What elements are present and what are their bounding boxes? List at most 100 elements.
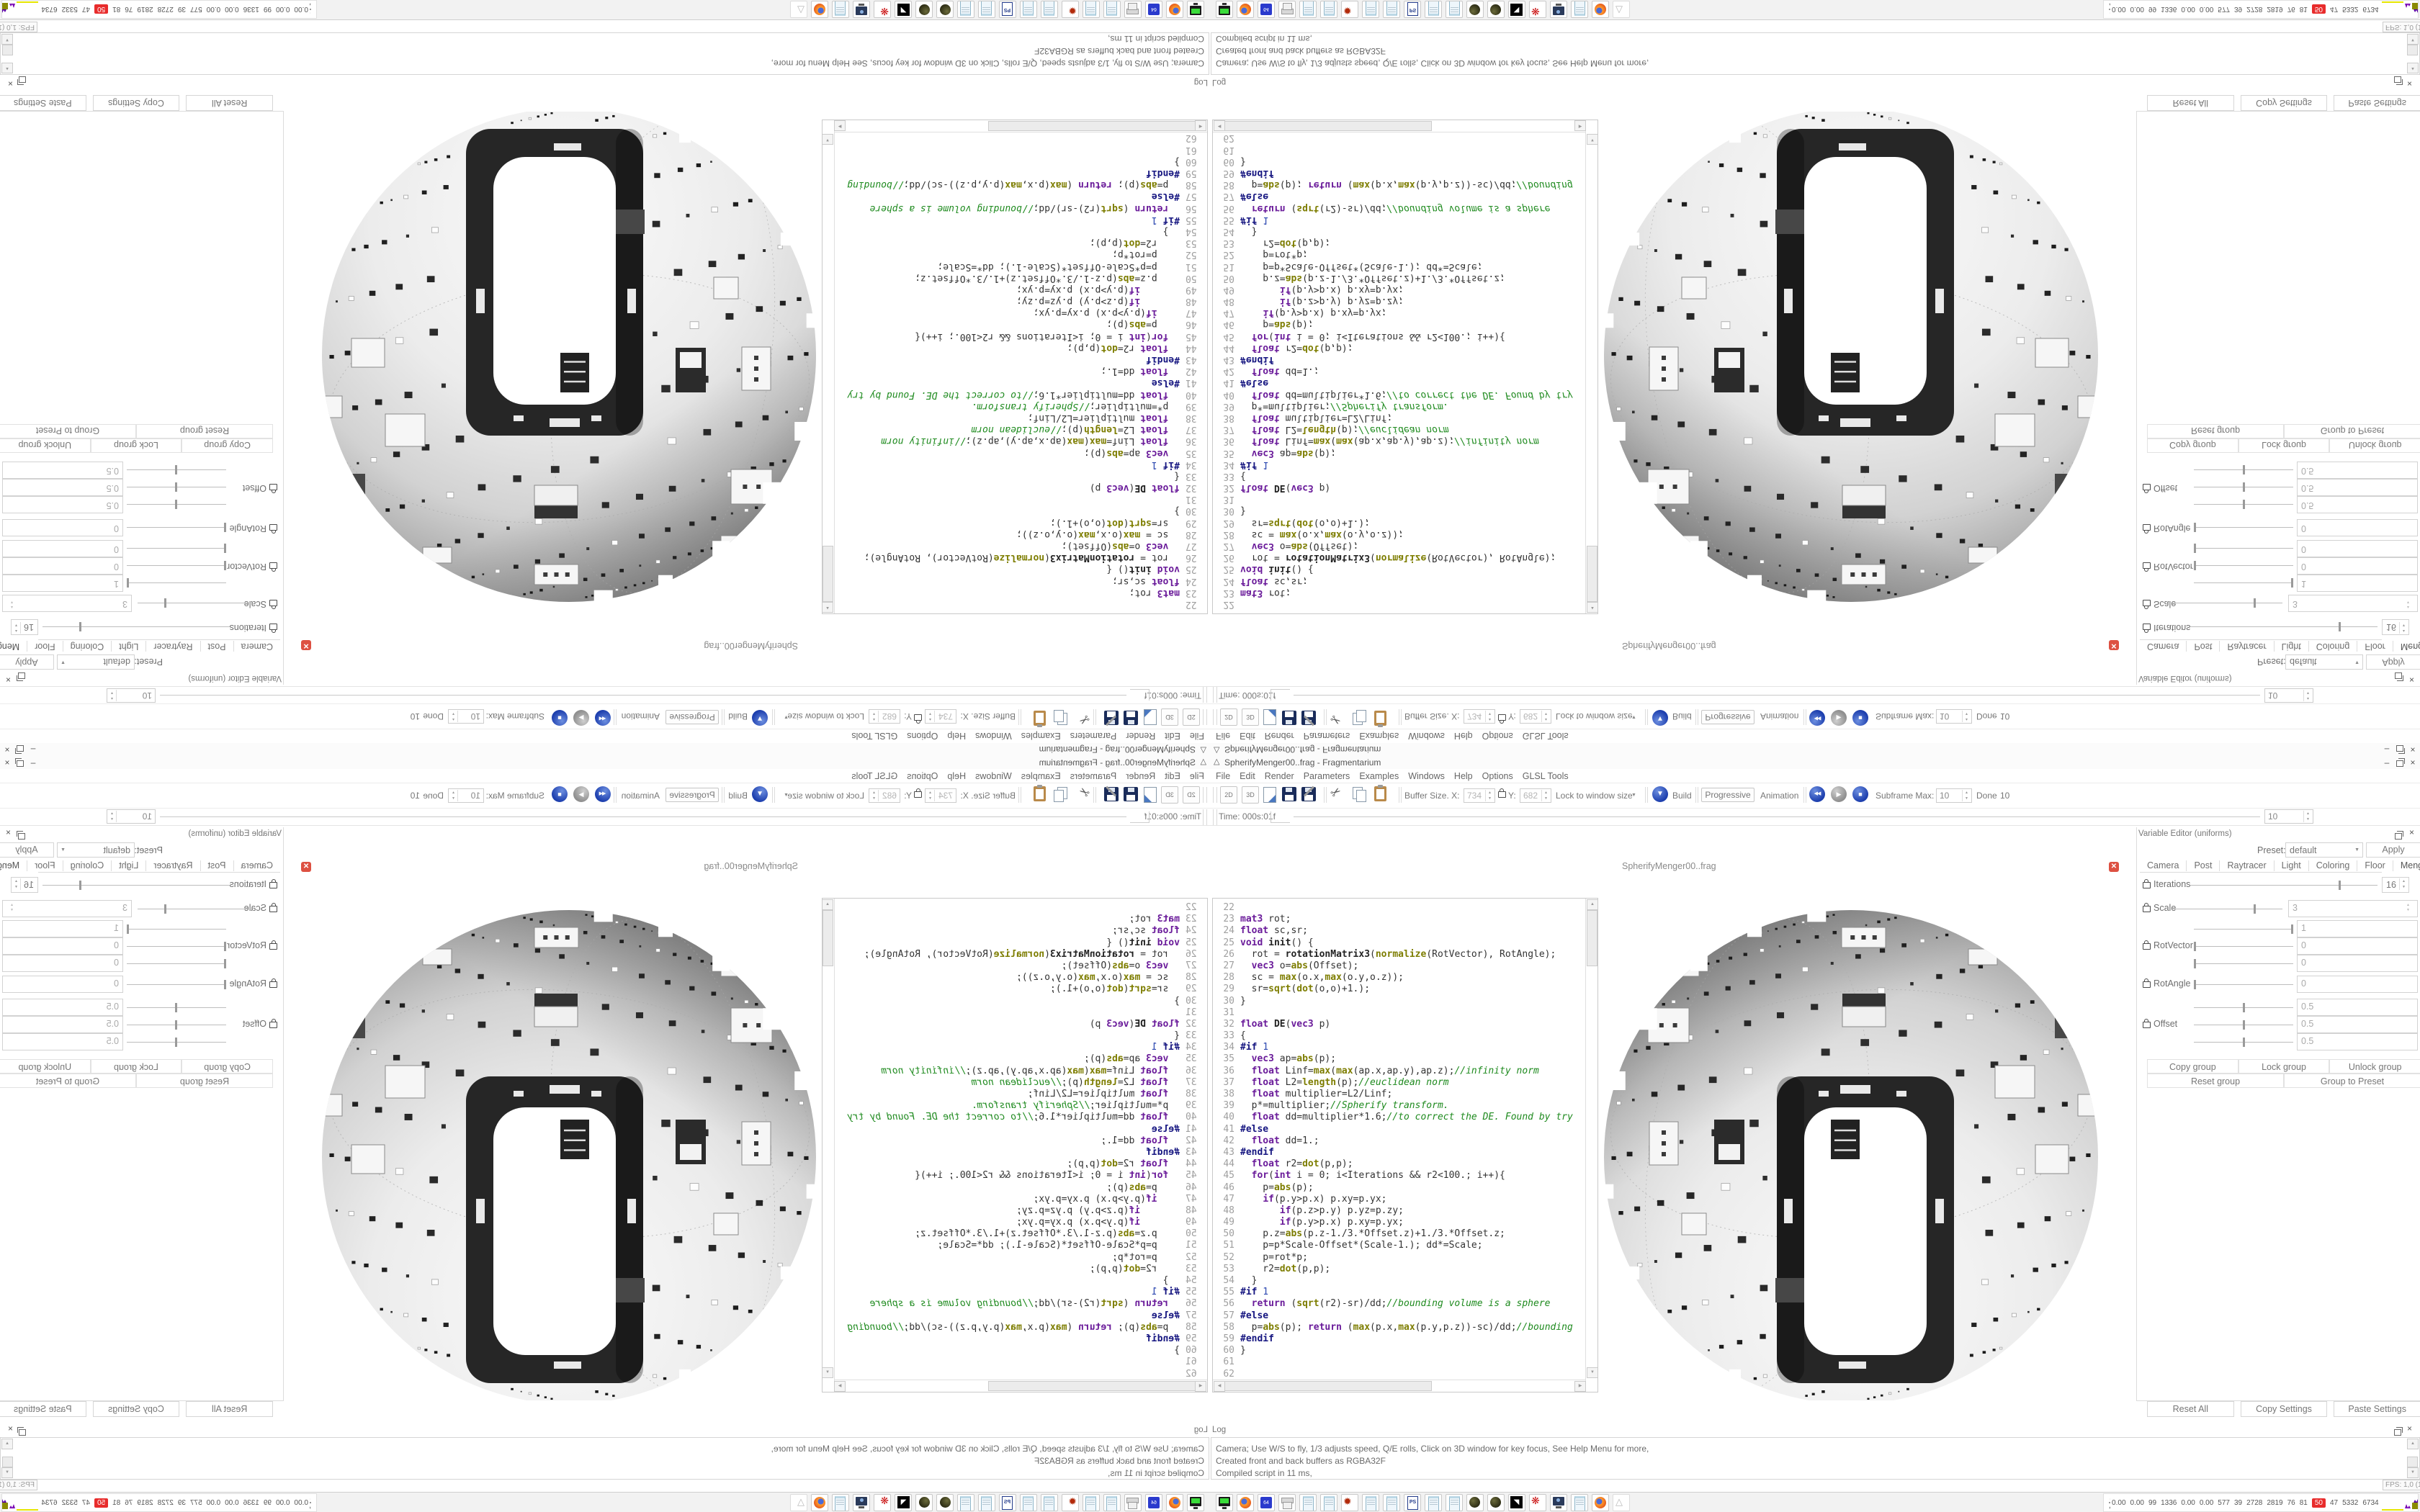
build-label[interactable]: Build	[1672, 711, 1692, 721]
param-slider[interactable]	[127, 929, 226, 930]
scroll-down-icon[interactable]: ▼	[2407, 1467, 2419, 1478]
animation-button[interactable]: Animation	[621, 791, 660, 801]
printer-icon[interactable]	[1124, 1, 1142, 18]
globe-icon[interactable]	[1487, 1494, 1505, 1511]
slider-handle[interactable]	[175, 1020, 177, 1030]
tab-raytracer[interactable]: Raytracer	[2220, 860, 2275, 871]
button-copy-settings[interactable]: Copy Settings	[92, 95, 180, 111]
tab-light[interactable]: Light	[2274, 641, 2309, 652]
scroll-up-icon[interactable]: ▲	[1, 63, 13, 73]
menu-item-examples[interactable]: Examples	[1359, 731, 1399, 742]
param-value-field[interactable]: 0	[2297, 519, 2418, 536]
preset-dropdown[interactable]: default ▼	[2285, 654, 2363, 670]
slider-handle[interactable]	[2291, 924, 2293, 934]
menu-item-render[interactable]: Render	[1126, 731, 1156, 742]
param-value-field[interactable]: 0.5	[2, 1016, 123, 1033]
param-slider[interactable]	[2194, 548, 2293, 549]
tab-floor[interactable]: Floor	[27, 860, 63, 871]
firefox-icon[interactable]	[1592, 1, 1609, 18]
cut-icon[interactable]: ✂	[1327, 711, 1345, 729]
save-icon[interactable]	[1282, 787, 1296, 801]
button-group-to-preset[interactable]: Group to Preset	[0, 424, 136, 438]
iterations-spinbox[interactable]: 16 ▲ ▼	[2382, 619, 2409, 635]
scroll-up-icon[interactable]: ▲	[2407, 63, 2419, 73]
restore-button[interactable]	[2396, 758, 2405, 769]
button-paste-settings[interactable]: Paste Settings	[2334, 95, 2420, 111]
fragmentarium-prism-icon[interactable]: △	[790, 1, 807, 18]
save-as-icon[interactable]	[1104, 786, 1119, 801]
time-progress-track[interactable]	[1294, 695, 2260, 696]
monitor-user-icon[interactable]	[853, 1, 870, 18]
spin-arrows-icon[interactable]: ▲ ▼	[10, 600, 14, 609]
minimize-button[interactable]: –	[2384, 757, 2390, 768]
dock-float-button[interactable]	[17, 830, 25, 843]
close-button[interactable]: ×	[4, 757, 10, 768]
save-icon[interactable]	[1124, 711, 1138, 725]
slider-handle[interactable]	[224, 544, 226, 553]
menu-item-edit[interactable]: Edit	[1165, 770, 1180, 781]
time-progress-track[interactable]	[160, 816, 1126, 817]
notepad-icon[interactable]	[832, 1, 849, 18]
build-icon[interactable]: ▼	[1652, 786, 1668, 802]
tab-light[interactable]: Light	[111, 860, 146, 871]
slider-handle[interactable]	[2339, 881, 2341, 890]
slider-handle[interactable]	[2243, 482, 2245, 492]
stop-button[interactable]: ■	[552, 710, 568, 726]
red-splat-icon[interactable]: ✹	[1062, 1494, 1079, 1511]
menu-item-file[interactable]: File	[1189, 731, 1204, 742]
scroll-up-icon[interactable]: ▲	[2407, 1439, 2419, 1449]
notepad-icon[interactable]	[1362, 1494, 1379, 1511]
play-button[interactable]: ▶	[1831, 710, 1847, 726]
iterations-spinbox[interactable]: 16 ▲ ▼	[2382, 877, 2409, 893]
slider-handle[interactable]	[2339, 622, 2341, 631]
param-slider[interactable]	[127, 946, 226, 947]
notepad-icon[interactable]	[1041, 1494, 1058, 1511]
red-splat-icon[interactable]: ✹	[1341, 1494, 1358, 1511]
tab-coloring[interactable]: Coloring	[62, 860, 112, 871]
build-icon[interactable]: ▼	[752, 710, 768, 726]
menu-item-render[interactable]: Render	[1264, 770, 1294, 781]
menu-item-glsl-tools[interactable]: GLSL Tools	[851, 770, 898, 781]
param-slider[interactable]	[127, 565, 226, 566]
slider-handle[interactable]	[175, 1003, 177, 1012]
param-value-field[interactable]: 0.5	[2, 479, 123, 496]
scroll-left-icon[interactable]: ◀	[1195, 1381, 1206, 1392]
tab-menger[interactable]: Menger	[0, 860, 20, 870]
time-spinbox[interactable]: 10 ▲ ▼	[107, 809, 156, 824]
bw-arrow-icon[interactable]: ◥	[1508, 1, 1525, 18]
menu-item-edit[interactable]: Edit	[1240, 770, 1255, 781]
param-slider[interactable]	[2194, 582, 2293, 583]
dock-float-button[interactable]	[2395, 830, 2403, 843]
dock-float-button[interactable]	[17, 669, 25, 682]
log-close-button[interactable]: ×	[7, 1423, 13, 1434]
red-splat-icon[interactable]: ✹	[1062, 1, 1079, 18]
slider-handle[interactable]	[175, 1038, 177, 1047]
restore-button[interactable]	[15, 758, 24, 769]
build-label[interactable]: Build	[728, 711, 748, 721]
notepad-icon[interactable]	[978, 1494, 995, 1511]
log-scrollbar[interactable]: ▲ ▼	[1, 1438, 13, 1478]
menu-item-options[interactable]: Options	[1482, 731, 1513, 742]
button-group-to-preset[interactable]: Group to Preset	[2284, 1074, 2420, 1088]
lock-to-window-combo[interactable]: Lock to window size	[1556, 711, 1633, 721]
slider-handle[interactable]	[127, 578, 129, 588]
time-spinbox[interactable]: 10 ▲ ▼	[2264, 688, 2313, 703]
slider-handle[interactable]	[79, 881, 81, 890]
param-slider[interactable]	[2190, 885, 2378, 886]
menu-item-help[interactable]: Help	[1453, 770, 1473, 781]
animation-button[interactable]: Animation	[621, 711, 660, 721]
menu-item-edit[interactable]: Edit	[1240, 731, 1255, 742]
dock-close-button[interactable]: ×	[2409, 827, 2415, 837]
menu-item-help[interactable]: Help	[947, 731, 967, 742]
scroll-left-icon[interactable]: ◀	[1195, 120, 1206, 131]
tab-coloring[interactable]: Coloring	[2309, 860, 2358, 871]
close-tab-button[interactable]: ✕	[2109, 862, 2119, 872]
scroll-down-icon[interactable]: ▼	[822, 1367, 833, 1378]
build-icon[interactable]: ▼	[752, 786, 768, 802]
slider-handle[interactable]	[2254, 598, 2256, 608]
spin-arrows-icon[interactable]: ▲ ▼	[2406, 903, 2410, 912]
scroll-down-icon[interactable]: ▼	[1587, 1367, 1597, 1378]
button-unlock-group[interactable]: Unlock group	[0, 1059, 91, 1074]
menu-item-parameters[interactable]: Parameters	[1303, 731, 1350, 742]
